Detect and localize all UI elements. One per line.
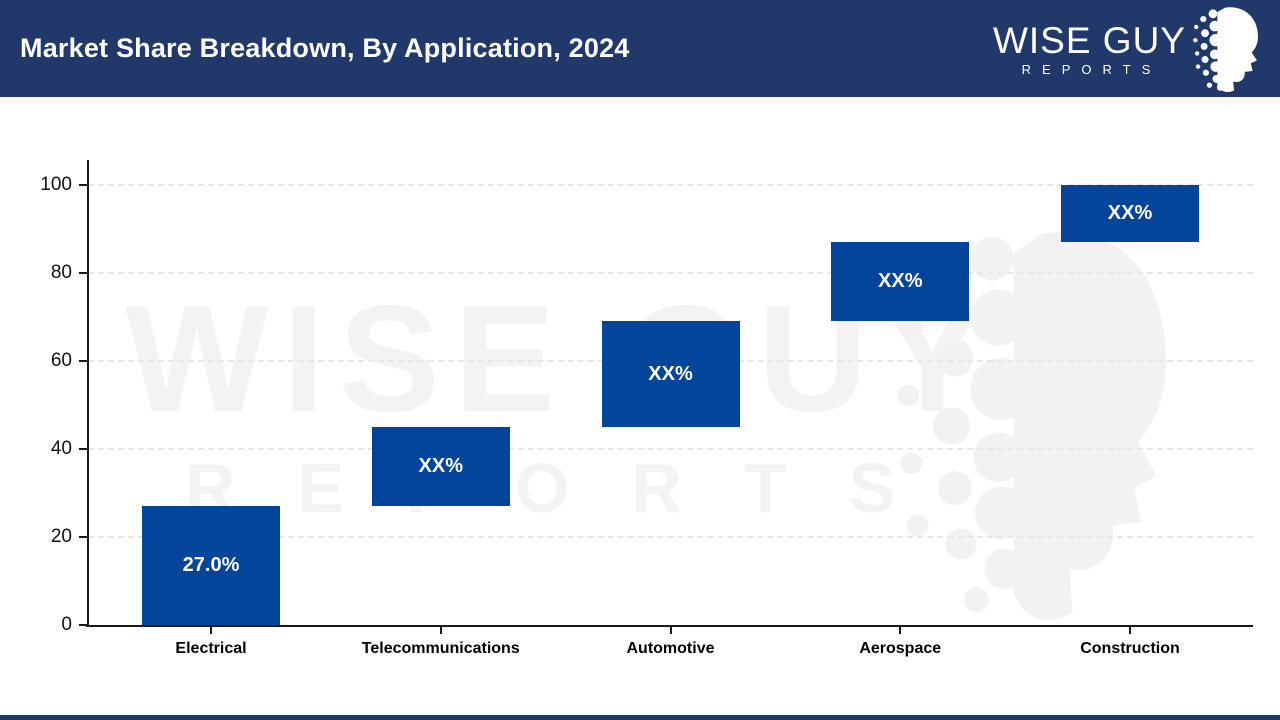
y-tick-mark-40 (79, 448, 87, 450)
wise-guy-logo: WISE GUY REPORTS (993, 5, 1266, 93)
watermark-head-icon (897, 232, 1166, 620)
y-axis-line (87, 160, 89, 627)
x-tick-mark-4 (1129, 627, 1131, 634)
y-tick-label-80: 80 (50, 262, 72, 283)
bar-telecommunications: XX% (371, 427, 510, 507)
x-category-label: Telecommunications (361, 640, 520, 657)
y-tick-label-60: 60 (50, 350, 72, 371)
bar-value-label: XX% (1107, 202, 1153, 225)
y-tick-mark-80 (79, 272, 87, 274)
y-tick-label-100: 100 (40, 174, 72, 195)
y-tick-mark-0 (79, 624, 87, 626)
y-tick-label-40: 40 (50, 438, 72, 459)
y-tick-mark-100 (79, 184, 87, 186)
dotted-head-icon (1193, 6, 1258, 92)
bar-value-label: 27.0% (182, 554, 240, 577)
gridline-80 (88, 272, 1253, 274)
x-category-label: Construction (1080, 640, 1180, 657)
header-bar: Market Share Breakdown, By Application, … (0, 0, 1280, 97)
y-tick-mark-60 (79, 360, 87, 362)
y-tick-label-0: 0 (61, 614, 72, 635)
bar-electrical: 27.0% (142, 506, 280, 625)
x-tick-mark-1 (439, 627, 442, 634)
bar-value-label: XX% (878, 270, 923, 293)
x-category-label: Automotive (626, 640, 715, 657)
x-tick-mark-2 (669, 627, 672, 634)
x-category-label: Aerospace (859, 640, 942, 657)
logo-name: WISE GUY (992, 19, 1186, 61)
bar-value-label: XX% (418, 455, 463, 478)
logo-subtitle: REPORTS (1021, 61, 1162, 77)
gridline-100 (88, 184, 1253, 186)
footer-accent-bar (0, 715, 1280, 720)
x-tick-mark-3 (899, 627, 902, 634)
bar-value-label: XX% (648, 362, 693, 385)
x-tick-mark-0 (210, 627, 212, 634)
bar-automotive: XX% (601, 321, 740, 427)
bar-construction: XX% (1061, 185, 1199, 243)
y-tick-label-20: 20 (50, 526, 72, 547)
x-category-label: Electrical (175, 640, 247, 657)
bar-aerospace: XX% (831, 242, 970, 322)
gridline-20 (88, 536, 1253, 538)
logo-text: WISE GUY REPORTS (993, 22, 1186, 76)
y-tick-mark-20 (79, 536, 87, 538)
watermark-line2: REPORTS (185, 449, 958, 527)
x-axis-line (86, 625, 1253, 627)
page-title: Market Share Breakdown, By Application, … (20, 33, 630, 63)
gridline-40 (88, 448, 1253, 450)
